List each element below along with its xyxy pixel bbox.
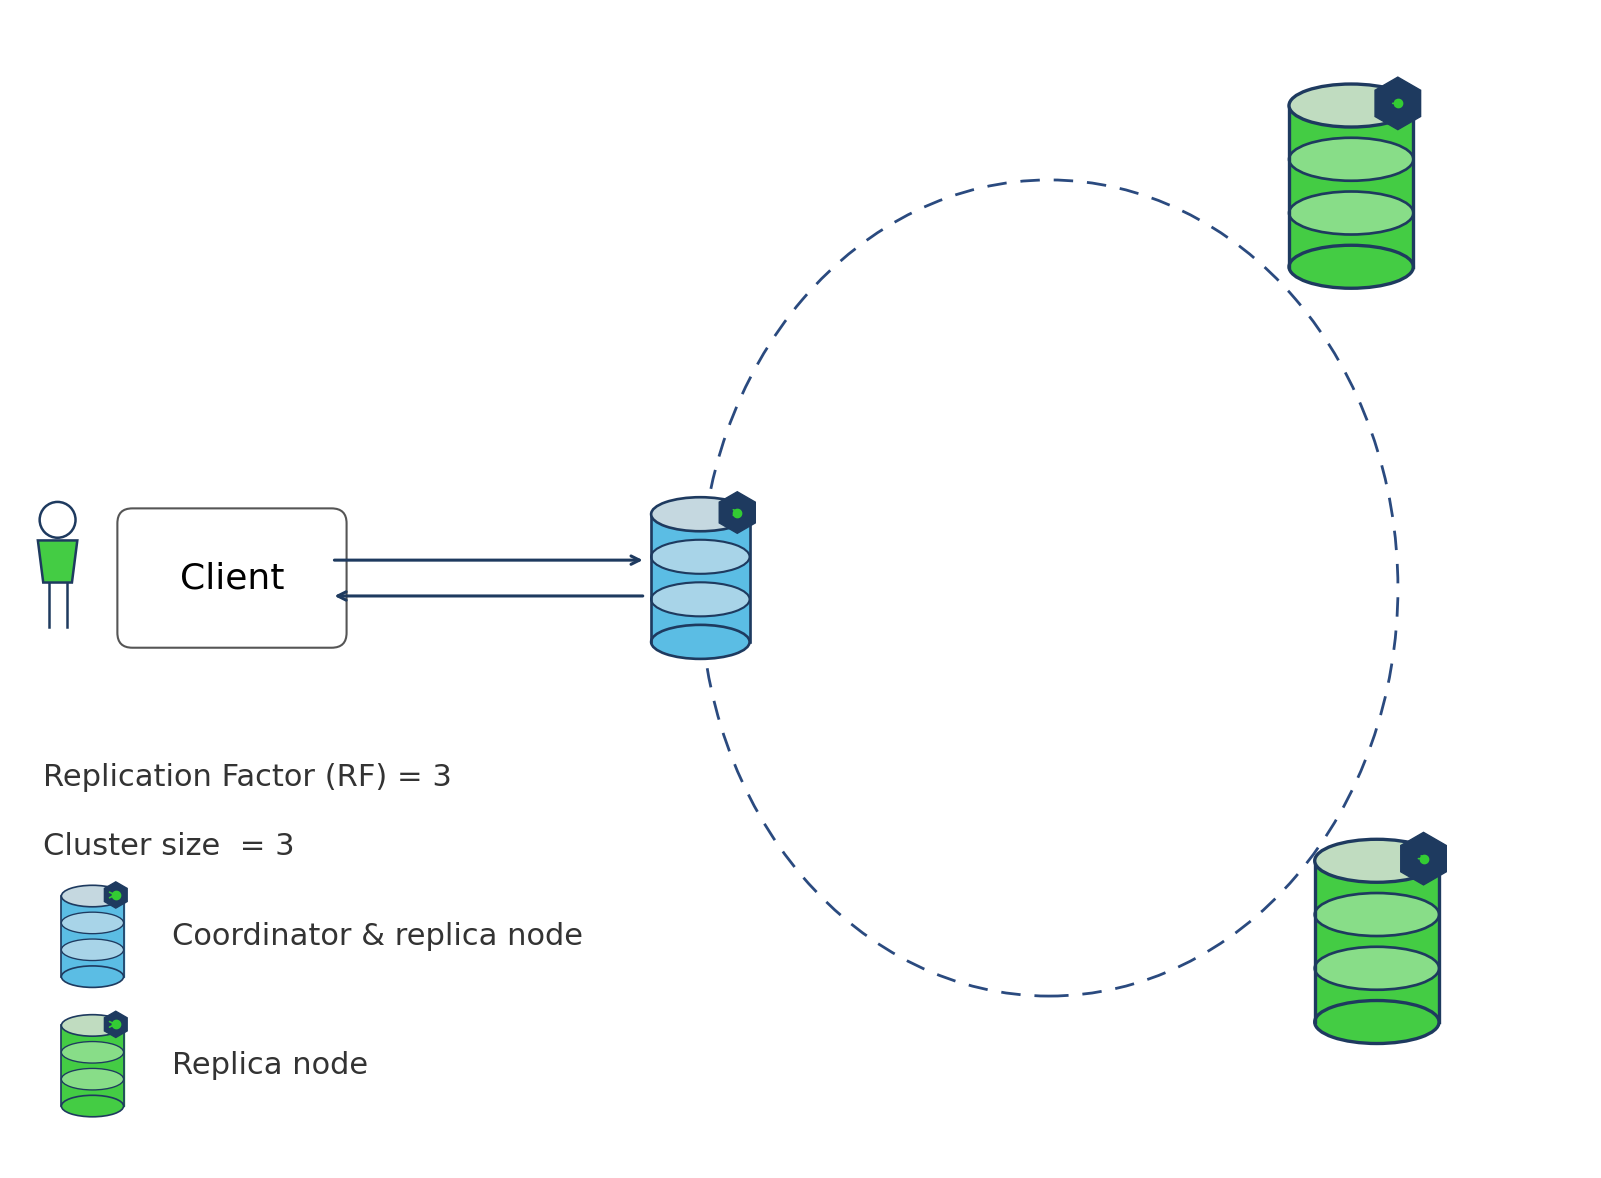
Text: Coordinator & replica node: Coordinator & replica node — [173, 922, 583, 951]
Ellipse shape — [1289, 138, 1414, 180]
Ellipse shape — [652, 624, 749, 659]
Ellipse shape — [61, 886, 123, 907]
Polygon shape — [719, 491, 756, 534]
Ellipse shape — [61, 1014, 123, 1037]
Ellipse shape — [61, 1041, 123, 1063]
Ellipse shape — [1314, 1000, 1439, 1044]
Ellipse shape — [652, 497, 749, 531]
Text: Replica node: Replica node — [173, 1051, 368, 1080]
Polygon shape — [1401, 833, 1446, 885]
Ellipse shape — [1289, 192, 1414, 234]
Ellipse shape — [61, 966, 123, 987]
Ellipse shape — [1289, 245, 1414, 289]
Bar — [1289, 106, 1414, 266]
Ellipse shape — [652, 540, 749, 574]
Ellipse shape — [61, 939, 123, 960]
Polygon shape — [104, 882, 126, 908]
Ellipse shape — [1289, 84, 1414, 127]
Text: Client: Client — [179, 561, 285, 595]
Polygon shape — [1375, 77, 1420, 130]
Bar — [652, 515, 749, 642]
Text: Cluster size  = 3: Cluster size = 3 — [43, 833, 295, 861]
Bar — [61, 896, 123, 977]
Text: Replication Factor (RF) = 3: Replication Factor (RF) = 3 — [43, 762, 451, 792]
Bar — [1314, 861, 1439, 1023]
Bar — [61, 1025, 123, 1106]
Ellipse shape — [1314, 839, 1439, 882]
Polygon shape — [38, 541, 77, 583]
Ellipse shape — [61, 1068, 123, 1090]
Polygon shape — [104, 1011, 126, 1038]
Ellipse shape — [61, 1096, 123, 1117]
FancyBboxPatch shape — [117, 509, 346, 648]
Ellipse shape — [1314, 947, 1439, 990]
Circle shape — [40, 502, 75, 537]
Ellipse shape — [61, 912, 123, 934]
Ellipse shape — [652, 582, 749, 616]
Ellipse shape — [1314, 893, 1439, 937]
